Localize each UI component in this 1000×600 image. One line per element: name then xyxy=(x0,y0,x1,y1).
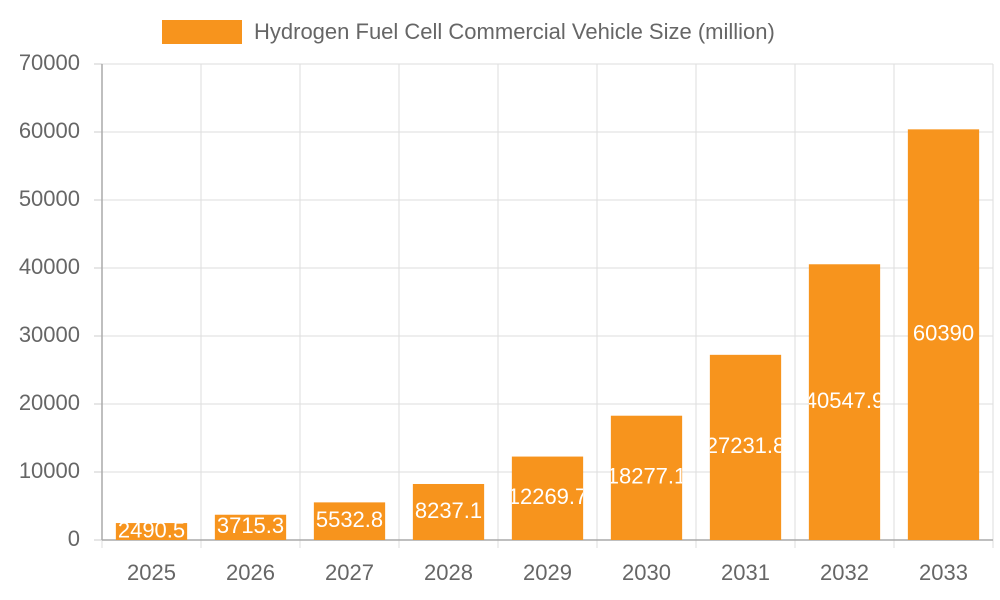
y-tick-label: 40000 xyxy=(19,254,80,279)
bar xyxy=(610,415,683,540)
x-tick-label: 2027 xyxy=(325,560,374,585)
value-label: 12269.7 xyxy=(508,484,588,509)
value-label: 5532.8 xyxy=(316,507,383,532)
bar xyxy=(214,514,287,540)
value-label: 27231.8 xyxy=(706,433,786,458)
bar xyxy=(412,483,485,540)
value-label: 3715.3 xyxy=(217,513,284,538)
bar xyxy=(313,502,386,540)
y-tick-label: 60000 xyxy=(19,118,80,143)
x-tick-label: 2030 xyxy=(622,560,671,585)
y-tick-label: 10000 xyxy=(19,458,80,483)
bar xyxy=(709,354,782,540)
legend-swatch xyxy=(162,20,242,44)
y-tick-label: 70000 xyxy=(19,50,80,75)
bar xyxy=(808,264,881,540)
value-label: 8237.1 xyxy=(415,498,482,523)
value-label: 60390 xyxy=(913,320,974,345)
x-tick-label: 2025 xyxy=(127,560,176,585)
legend-label: Hydrogen Fuel Cell Commercial Vehicle Si… xyxy=(254,19,775,44)
x-tick-label: 2029 xyxy=(523,560,572,585)
y-tick-label: 30000 xyxy=(19,322,80,347)
bar xyxy=(907,129,980,540)
value-label: 18277.1 xyxy=(607,464,687,489)
x-tick-label: 2033 xyxy=(919,560,968,585)
value-label: 2490.5 xyxy=(118,517,185,542)
x-tick-label: 2032 xyxy=(820,560,869,585)
value-label: 40547.9 xyxy=(805,388,885,413)
y-tick-label: 50000 xyxy=(19,186,80,211)
y-tick-label: 0 xyxy=(68,526,80,551)
y-tick-label: 20000 xyxy=(19,390,80,415)
bar xyxy=(511,456,584,540)
bar xyxy=(115,523,188,540)
x-tick-label: 2028 xyxy=(424,560,473,585)
x-tick-label: 2026 xyxy=(226,560,275,585)
x-tick-label: 2031 xyxy=(721,560,770,585)
